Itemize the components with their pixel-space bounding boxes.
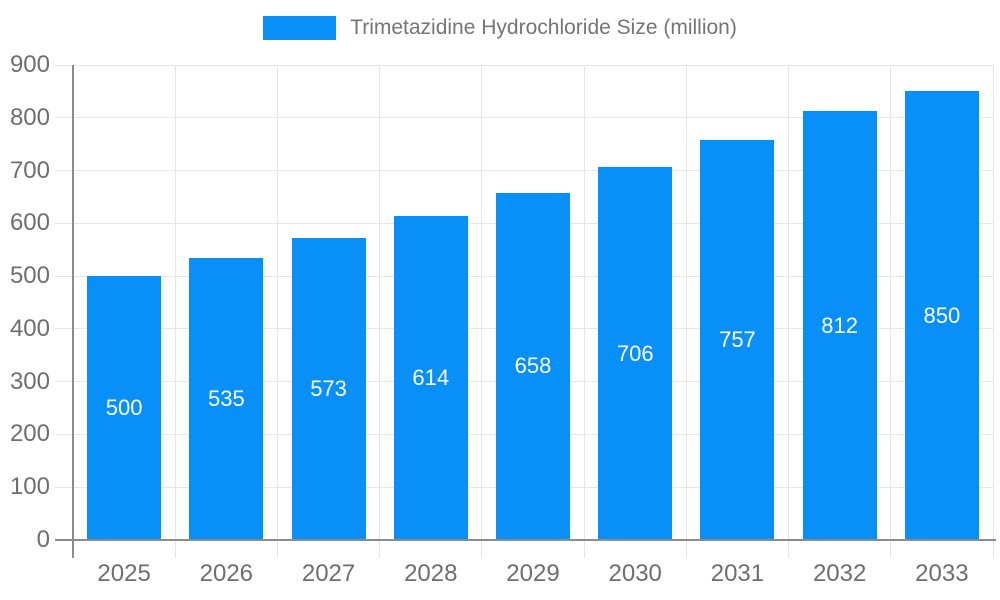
y-tick-label: 900 (9, 51, 50, 78)
bar-value-label: 850 (923, 302, 961, 328)
x-gridline (174, 65, 176, 558)
y-tick-label: 600 (9, 209, 50, 237)
bar-2032[interactable]: 812 (802, 111, 877, 540)
x-tick-label: 2028 (404, 560, 458, 587)
bar-2025[interactable]: 500 (87, 276, 162, 540)
y-gridline (55, 170, 993, 172)
x-gridline (992, 65, 994, 558)
x-axis-line (55, 539, 996, 541)
y-tick-label: 400 (9, 314, 50, 342)
x-gridline (276, 65, 278, 558)
bar-2029[interactable]: 658 (496, 192, 570, 540)
bar-2028[interactable]: 614 (393, 215, 468, 540)
bar-value-label: 658 (514, 353, 552, 379)
bar-2033[interactable]: 850 (904, 91, 979, 540)
legend-label: Trimetazidine Hydrochloride Size (millio… (350, 16, 737, 39)
y-tick-label: 0 (36, 526, 50, 553)
y-tick-label: 500 (9, 262, 50, 290)
y-tick-label: 300 (9, 367, 50, 395)
y-gridline (55, 117, 993, 119)
bar-value-label: 573 (310, 375, 347, 401)
x-gridline (685, 65, 687, 558)
x-tick-label: 2029 (506, 560, 560, 587)
bar-2031[interactable]: 757 (700, 140, 775, 540)
bar-2026[interactable]: 535 (189, 257, 264, 540)
x-tick-label: 2032 (812, 560, 867, 587)
x-tick-label: 2031 (710, 560, 765, 587)
bar-2030[interactable]: 706 (598, 167, 673, 540)
x-tick-label: 2026 (199, 560, 254, 587)
x-tick-label: 2030 (608, 560, 662, 587)
bar-2027[interactable]: 573 (291, 237, 366, 540)
y-tick-label: 800 (9, 103, 50, 131)
x-gridline (890, 65, 892, 558)
x-gridline (481, 65, 483, 558)
bar-value-label: 757 (719, 327, 756, 353)
x-tick-label: 2033 (915, 560, 969, 587)
legend-swatch-icon (263, 16, 337, 40)
bar-value-label: 500 (105, 395, 143, 421)
y-tick-label: 100 (9, 473, 50, 501)
y-axis-line (72, 65, 74, 558)
bar-value-label: 535 (207, 385, 245, 411)
y-gridline (55, 64, 993, 66)
y-tick-label: 200 (9, 420, 50, 448)
x-gridline (379, 65, 381, 558)
x-gridline (583, 65, 585, 558)
y-tick-label: 700 (9, 156, 50, 184)
bar-value-label: 706 (616, 340, 654, 366)
x-tick-label: 2027 (301, 560, 356, 587)
x-gridline (788, 65, 790, 558)
x-tick-label: 2025 (97, 560, 151, 587)
bar-value-label: 614 (412, 364, 450, 390)
bar-value-label: 812 (821, 312, 859, 338)
chart-legend[interactable]: Trimetazidine Hydrochloride Size (millio… (0, 8, 1000, 48)
